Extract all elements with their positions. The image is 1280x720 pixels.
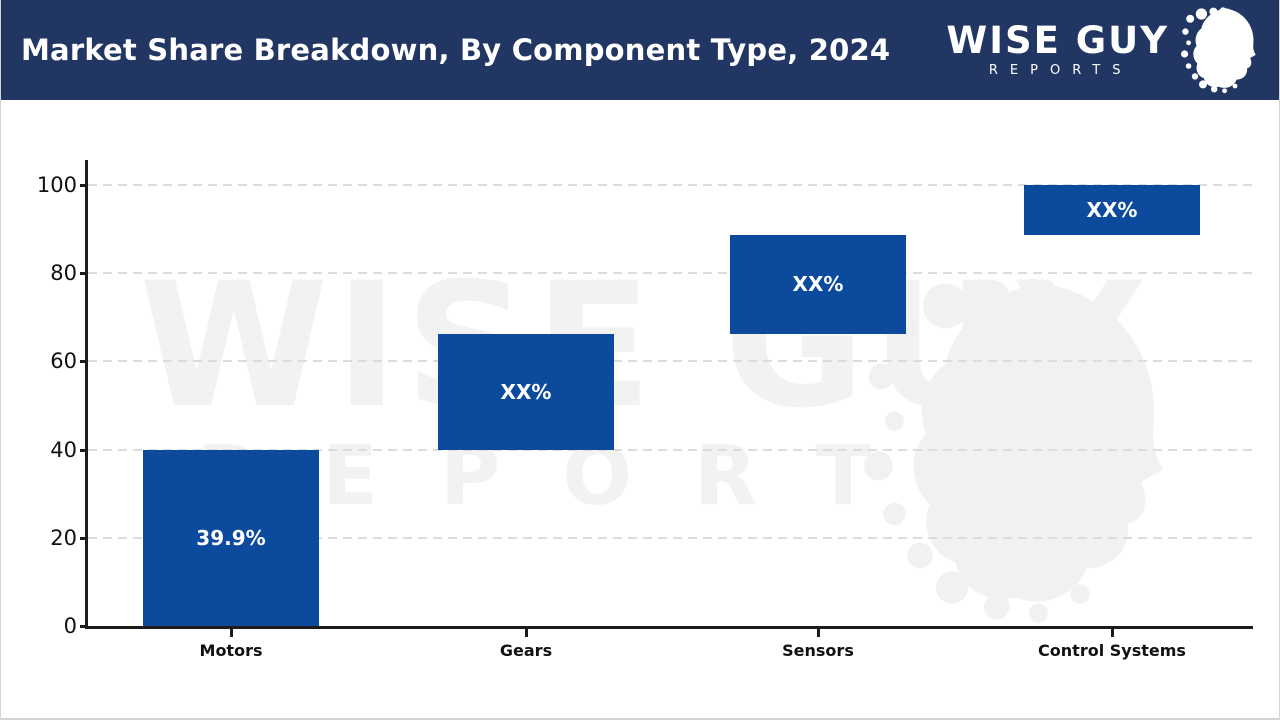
- header-bar: Market Share Breakdown, By Component Typ…: [1, 0, 1279, 100]
- x-tick-motors: [230, 629, 233, 637]
- x-label-motors: Motors: [199, 641, 263, 660]
- gridline-100: [88, 184, 1253, 186]
- bar-control-systems: XX%: [1024, 185, 1200, 236]
- x-tick-control-systems: [1111, 629, 1114, 637]
- bar-value-label-gears: XX%: [500, 379, 552, 404]
- y-tick-20: [80, 536, 88, 540]
- y-tick-60: [80, 360, 88, 364]
- x-label-gears: Gears: [499, 641, 553, 660]
- bar-value-label-sensors: XX%: [792, 272, 844, 297]
- brand-name: WISE GUY: [946, 19, 1169, 62]
- bar-motors: 39.9%: [143, 450, 319, 626]
- brand-logo: WISE GUY REPORTS: [946, 6, 1265, 94]
- x-axis-line: [85, 626, 1253, 629]
- brand-wordmark: WISE GUY REPORTS: [946, 22, 1169, 78]
- gridline-20: [88, 536, 1253, 539]
- y-tick-label-100: 100: [36, 173, 77, 197]
- y-tick-label-20: 20: [50, 525, 77, 550]
- bar-gears: XX%: [438, 333, 614, 451]
- y-axis-line: [85, 160, 88, 629]
- y-tick-0: [80, 625, 88, 628]
- x-tick-sensors: [817, 629, 820, 637]
- y-tick-label-60: 60: [50, 349, 77, 374]
- y-tick-100: [80, 184, 88, 187]
- y-tick-80: [80, 272, 88, 276]
- bar-sensors: XX%: [730, 235, 906, 334]
- x-label-control-systems: Control Systems: [1038, 641, 1186, 660]
- y-tick-label-40: 40: [50, 437, 77, 462]
- chart-title: Market Share Breakdown, By Component Typ…: [21, 33, 891, 67]
- brand-head-icon: [1181, 7, 1256, 94]
- x-label-sensors: Sensors: [782, 641, 854, 660]
- gridline-40: [88, 448, 1253, 451]
- x-tick-gears: [525, 629, 528, 637]
- brand-subtitle: REPORTS: [988, 63, 1133, 78]
- bar-value-label-control-systems: XX%: [1086, 198, 1138, 223]
- chart-area: WISE GUY REPORTS 0 20 40 60 80 100 39.9% Motors…: [1, 100, 1280, 720]
- y-tick-label-0: 0: [63, 614, 77, 638]
- gridline-80: [88, 272, 1253, 275]
- gridline-60: [88, 360, 1253, 363]
- y-tick-label-80: 80: [50, 261, 77, 286]
- y-tick-40: [80, 448, 88, 452]
- bar-value-label-motors: 39.9%: [196, 526, 266, 550]
